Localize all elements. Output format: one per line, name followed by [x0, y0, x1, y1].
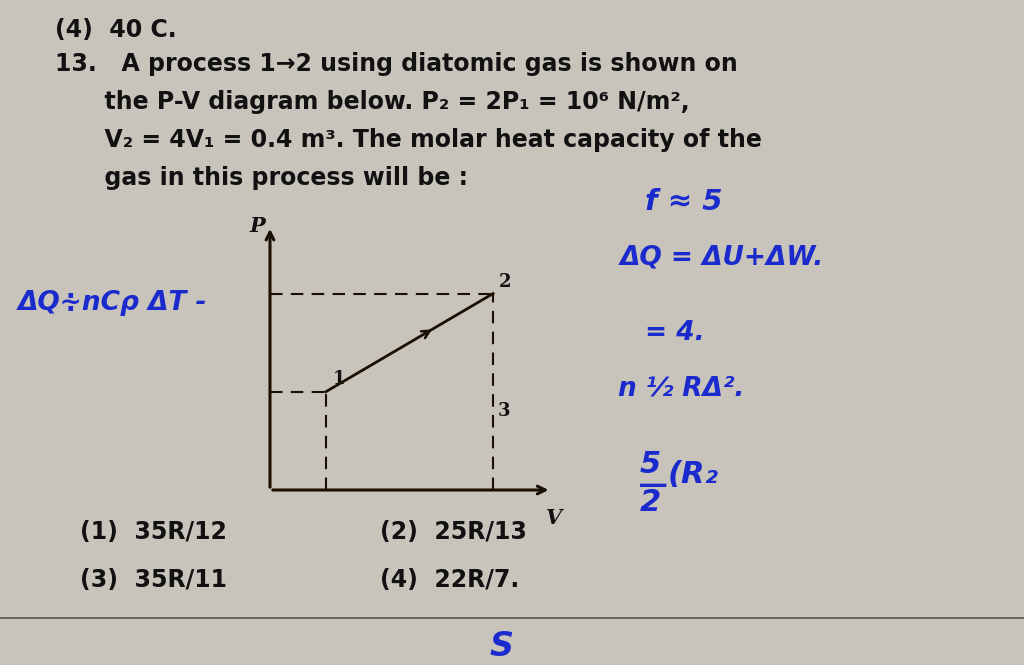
- Text: (3)  35R/11: (3) 35R/11: [80, 568, 227, 592]
- Text: 13.   A process 1→2 using diatomic gas is shown on: 13. A process 1→2 using diatomic gas is …: [55, 52, 737, 76]
- Text: ΔQ∻nCρ ΔT -: ΔQ∻nCρ ΔT -: [18, 290, 208, 316]
- Text: gas in this process will be :: gas in this process will be :: [55, 166, 468, 190]
- Text: P: P: [250, 216, 265, 236]
- Text: S: S: [490, 630, 514, 663]
- Text: (1)  35R/12: (1) 35R/12: [80, 520, 227, 544]
- Text: (R₂: (R₂: [668, 460, 719, 489]
- Text: 1: 1: [333, 370, 345, 388]
- Text: = 4.: = 4.: [645, 320, 705, 346]
- Text: 2: 2: [640, 488, 662, 517]
- Text: the P-V diagram below. P₂ = 2P₁ = 10⁶ N/m²,: the P-V diagram below. P₂ = 2P₁ = 10⁶ N/…: [55, 90, 689, 114]
- Text: n ½ RΔ².: n ½ RΔ².: [618, 375, 744, 401]
- Text: f ≈ 5: f ≈ 5: [645, 188, 723, 216]
- Text: (4)  22R/7.: (4) 22R/7.: [380, 568, 519, 592]
- Text: ―: ―: [640, 473, 667, 499]
- Text: 3: 3: [498, 402, 510, 420]
- Text: V: V: [546, 507, 562, 528]
- Text: (4)  40 C.: (4) 40 C.: [55, 18, 176, 42]
- Text: 2: 2: [499, 273, 511, 291]
- Text: V₂ = 4V₁ = 0.4 m³. The molar heat capacity of the: V₂ = 4V₁ = 0.4 m³. The molar heat capaci…: [55, 128, 762, 152]
- Text: ΔQ = ΔU+ΔW.: ΔQ = ΔU+ΔW.: [620, 245, 824, 271]
- Text: 5: 5: [640, 450, 662, 479]
- Text: (2)  25R/13: (2) 25R/13: [380, 520, 527, 544]
